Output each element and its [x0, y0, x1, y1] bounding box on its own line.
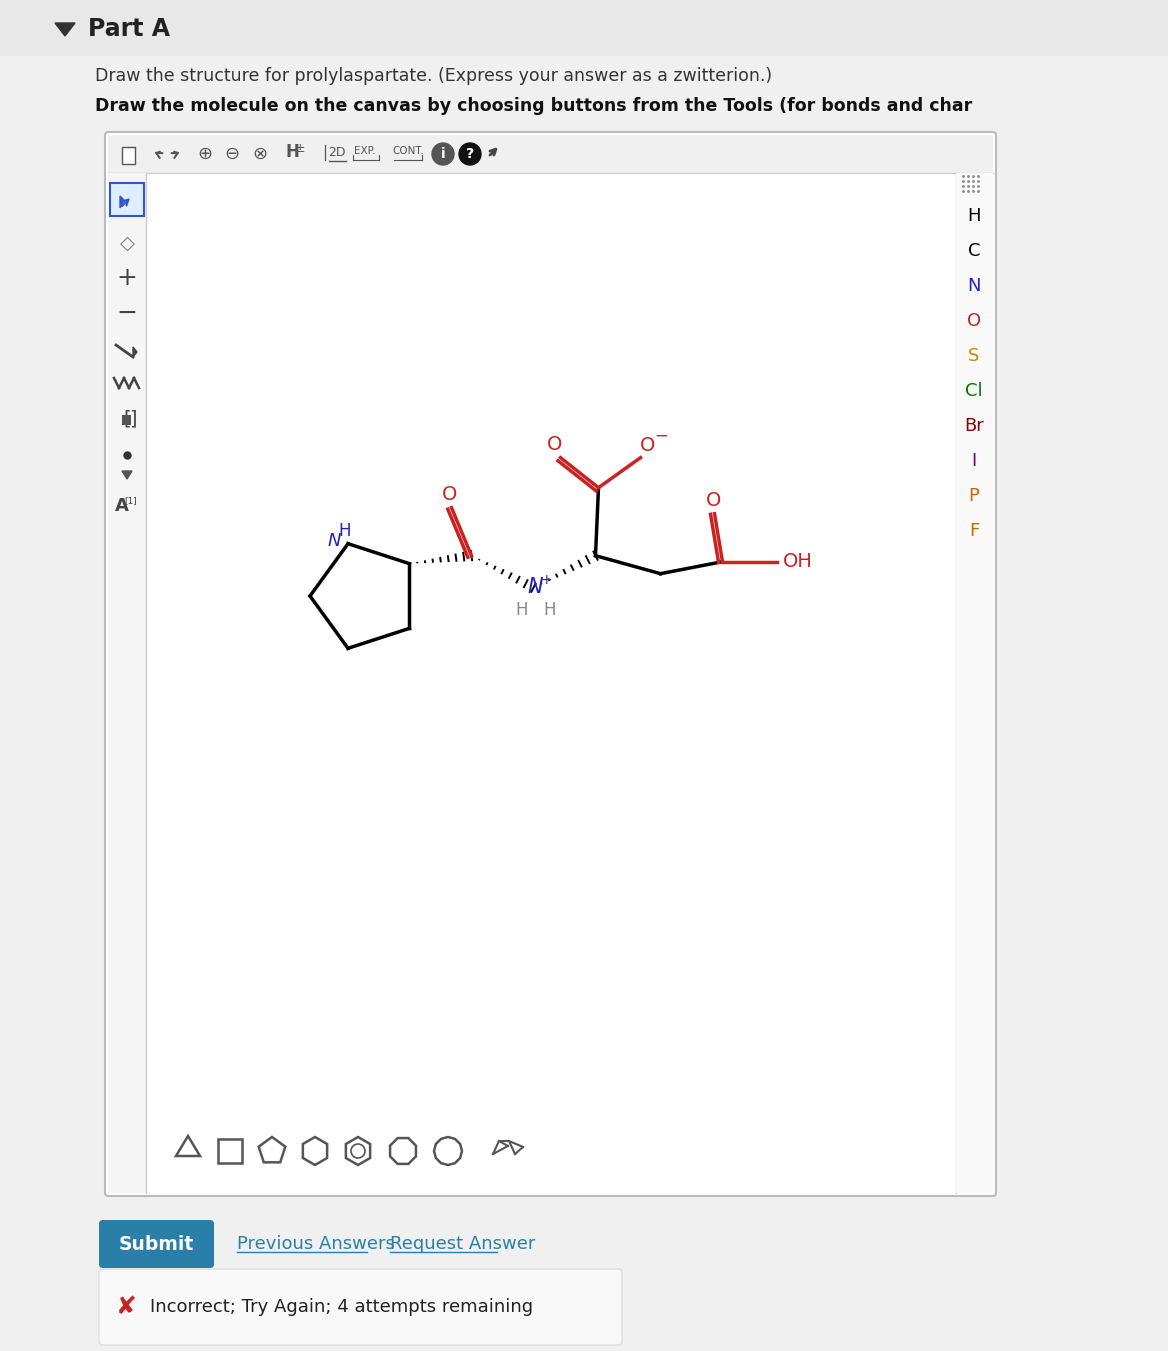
- Bar: [121, 147, 135, 163]
- Text: Incorrect; Try Again; 4 attempts remaining: Incorrect; Try Again; 4 attempts remaini…: [150, 1298, 533, 1316]
- Bar: [955, 173, 993, 1193]
- Text: |: |: [322, 145, 327, 161]
- Text: ±: ±: [294, 142, 305, 155]
- Text: S: S: [968, 347, 980, 365]
- Text: i: i: [440, 147, 445, 161]
- Text: Previous Answers: Previous Answers: [237, 1235, 395, 1252]
- Text: O: O: [442, 485, 457, 504]
- Text: EXP.: EXP.: [354, 146, 376, 155]
- Text: ✘: ✘: [116, 1296, 137, 1319]
- Text: ⊖: ⊖: [224, 145, 239, 163]
- Text: [1]: [1]: [125, 497, 138, 505]
- Text: O: O: [547, 435, 562, 454]
- Text: Draw the molecule on the canvas by choosing buttons from the Tools (for bonds an: Draw the molecule on the canvas by choos…: [95, 97, 972, 115]
- Text: N: N: [967, 277, 981, 295]
- Text: Cl: Cl: [965, 382, 982, 400]
- Text: +: +: [117, 266, 138, 290]
- Text: I: I: [972, 453, 976, 470]
- Text: ◇: ◇: [119, 234, 134, 253]
- Text: ⊗: ⊗: [252, 145, 267, 163]
- Text: H: H: [285, 143, 299, 161]
- Polygon shape: [55, 23, 75, 36]
- FancyBboxPatch shape: [105, 132, 996, 1196]
- Text: O: O: [967, 312, 981, 330]
- FancyBboxPatch shape: [99, 1220, 214, 1269]
- Text: Submit: Submit: [118, 1235, 194, 1254]
- Polygon shape: [120, 196, 124, 208]
- Text: F: F: [969, 521, 979, 540]
- Bar: [121, 415, 131, 426]
- Polygon shape: [133, 347, 137, 357]
- Polygon shape: [121, 471, 132, 480]
- Text: H: H: [515, 601, 528, 619]
- Text: H: H: [967, 207, 981, 226]
- Text: P: P: [968, 486, 980, 505]
- Text: C: C: [968, 242, 980, 259]
- Text: N: N: [327, 532, 341, 550]
- Text: ]: ]: [130, 409, 137, 428]
- Text: CONT.: CONT.: [392, 146, 424, 155]
- Text: ⊕: ⊕: [197, 145, 213, 163]
- Text: O: O: [705, 492, 721, 511]
- Bar: [110, 182, 144, 216]
- Text: A: A: [116, 497, 128, 515]
- Text: −: −: [117, 301, 138, 326]
- Bar: [107, 135, 993, 173]
- Bar: [107, 173, 146, 1193]
- Text: H: H: [339, 521, 352, 539]
- Text: ?: ?: [466, 147, 474, 161]
- Text: Draw the structure for prolylaspartate. (Express your answer as a zwitterion.): Draw the structure for prolylaspartate. …: [95, 68, 772, 85]
- Text: [: [: [124, 409, 131, 428]
- Text: O: O: [640, 436, 655, 455]
- Text: Part A: Part A: [88, 18, 171, 41]
- Circle shape: [459, 143, 481, 165]
- Text: N: N: [528, 577, 543, 597]
- Text: −: −: [654, 427, 668, 444]
- Bar: [0, 0, 1168, 55]
- Bar: [218, 1139, 242, 1163]
- Circle shape: [432, 143, 454, 165]
- Text: OH: OH: [783, 553, 813, 571]
- Text: Br: Br: [964, 417, 983, 435]
- Text: H: H: [543, 601, 556, 619]
- Text: Request Answer: Request Answer: [390, 1235, 535, 1252]
- FancyBboxPatch shape: [99, 1269, 623, 1346]
- Text: +: +: [541, 573, 552, 586]
- Text: 2D: 2D: [328, 146, 346, 158]
